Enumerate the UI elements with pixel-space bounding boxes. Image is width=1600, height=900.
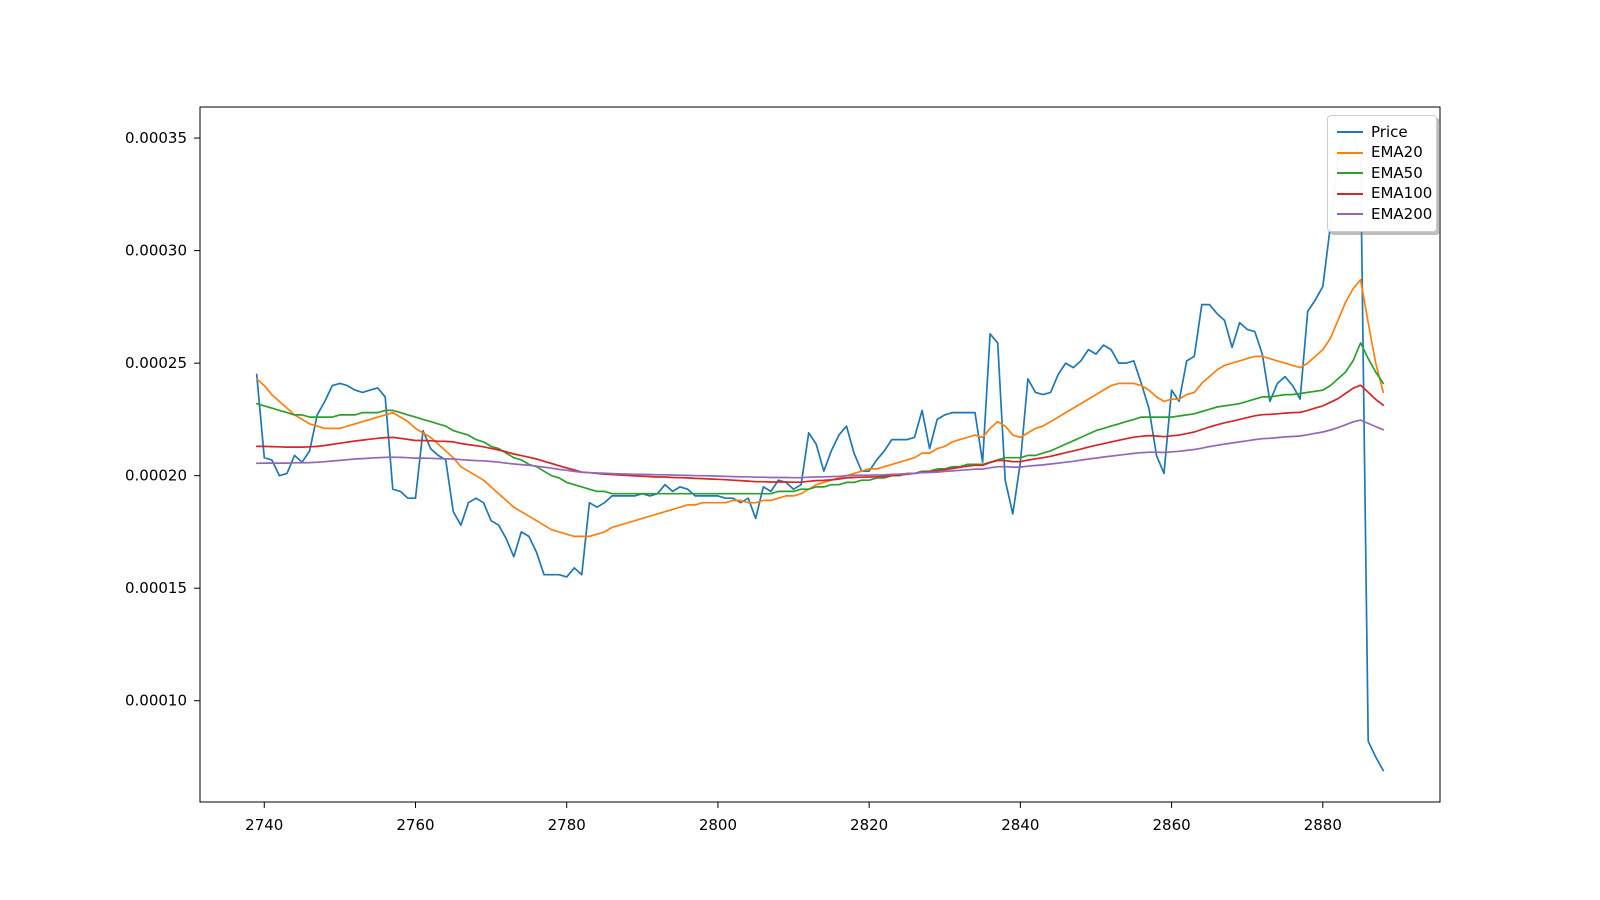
legend-line-swatch-ema200 xyxy=(1337,213,1363,216)
x-tick-label: 2760 xyxy=(396,816,434,834)
legend-line-swatch-ema50 xyxy=(1337,172,1363,175)
x-tick-label: 2780 xyxy=(548,816,586,834)
x-tick-label: 2800 xyxy=(699,816,737,834)
legend-label: EMA100 xyxy=(1371,184,1433,203)
series-line-price xyxy=(255,130,1385,772)
legend-line-swatch-ema100 xyxy=(1337,192,1363,195)
y-tick-label: 0.00020 xyxy=(125,467,187,485)
legend: Price EMA20 EMA50 EMA100 EMA200 xyxy=(1327,115,1437,232)
series-group xyxy=(255,130,1385,772)
legend-line-swatch-price xyxy=(1337,131,1363,134)
legend-label: EMA20 xyxy=(1371,143,1423,162)
y-tick-label: 0.00010 xyxy=(125,692,187,710)
y-tick-label: 0.00035 xyxy=(125,129,187,147)
series-line-ema20 xyxy=(255,278,1385,538)
x-tick-label: 2860 xyxy=(1152,816,1190,834)
legend-label: Price xyxy=(1371,122,1408,141)
legend-item-ema200: EMA200 xyxy=(1337,204,1432,225)
y-tick-label: 0.00015 xyxy=(125,579,187,597)
x-tick-label: 2840 xyxy=(1001,816,1039,834)
series-line-ema50 xyxy=(255,342,1385,495)
x-tick-label: 2880 xyxy=(1304,816,1342,834)
legend-item-price: Price xyxy=(1337,122,1428,143)
x-tick-label: 2820 xyxy=(850,816,888,834)
legend-label: EMA200 xyxy=(1371,204,1433,223)
series-line-ema200 xyxy=(255,419,1385,479)
x-axis-ticks: 2740 2760 2780 2800 2820 2840 2860 2880 xyxy=(245,802,1342,834)
legend-line-swatch-ema20 xyxy=(1337,151,1363,154)
y-tick-label: 0.00030 xyxy=(125,242,187,260)
legend-item-ema50: EMA50 xyxy=(1337,163,1428,184)
legend-item-ema20: EMA20 xyxy=(1337,143,1428,164)
y-axis-ticks: 0.00010 0.00015 0.00020 0.00025 0.00030 0.000… xyxy=(125,129,200,710)
plot-border xyxy=(199,106,1441,803)
x-tick-label: 2740 xyxy=(245,816,283,834)
series-line-ema100 xyxy=(255,384,1385,484)
legend-item-ema100: EMA100 xyxy=(1337,184,1432,205)
y-tick-label: 0.00025 xyxy=(125,354,187,372)
legend-label: EMA50 xyxy=(1371,163,1423,182)
